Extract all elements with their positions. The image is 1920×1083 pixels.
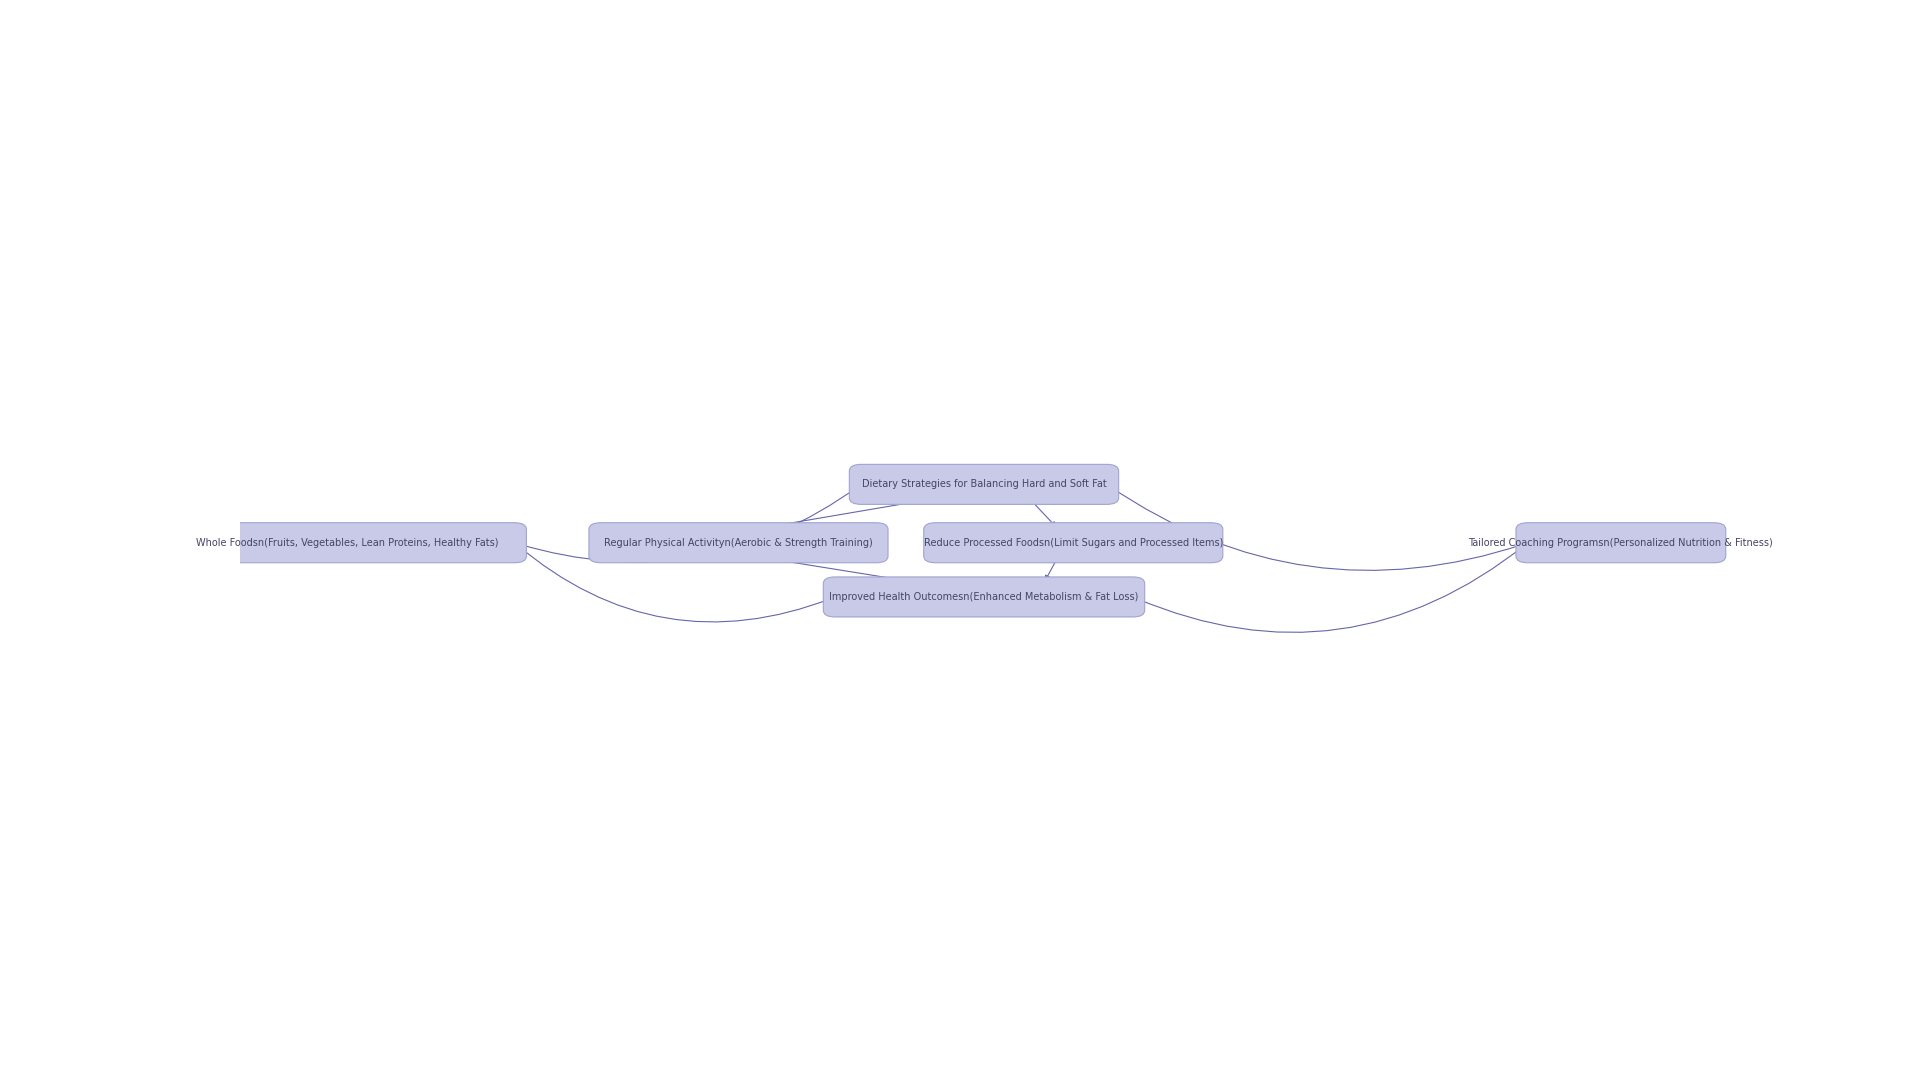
Text: Whole Foodsn(Fruits, Vegetables, Lean Proteins, Healthy Fats): Whole Foodsn(Fruits, Vegetables, Lean Pr… [196,538,499,548]
FancyBboxPatch shape [824,577,1144,617]
Text: Improved Health Outcomesn(Enhanced Metabolism & Fat Loss): Improved Health Outcomesn(Enhanced Metab… [829,592,1139,602]
FancyBboxPatch shape [167,523,526,563]
Text: Dietary Strategies for Balancing Hard and Soft Fat: Dietary Strategies for Balancing Hard an… [862,480,1106,490]
Text: Reduce Processed Foodsn(Limit Sugars and Processed Items): Reduce Processed Foodsn(Limit Sugars and… [924,538,1223,548]
FancyBboxPatch shape [849,465,1119,505]
FancyBboxPatch shape [924,523,1223,563]
FancyBboxPatch shape [589,523,889,563]
Text: Regular Physical Activityn(Aerobic & Strength Training): Regular Physical Activityn(Aerobic & Str… [605,538,874,548]
Text: Tailored Coaching Programsn(Personalized Nutrition & Fitness): Tailored Coaching Programsn(Personalized… [1469,538,1774,548]
FancyBboxPatch shape [1517,523,1726,563]
